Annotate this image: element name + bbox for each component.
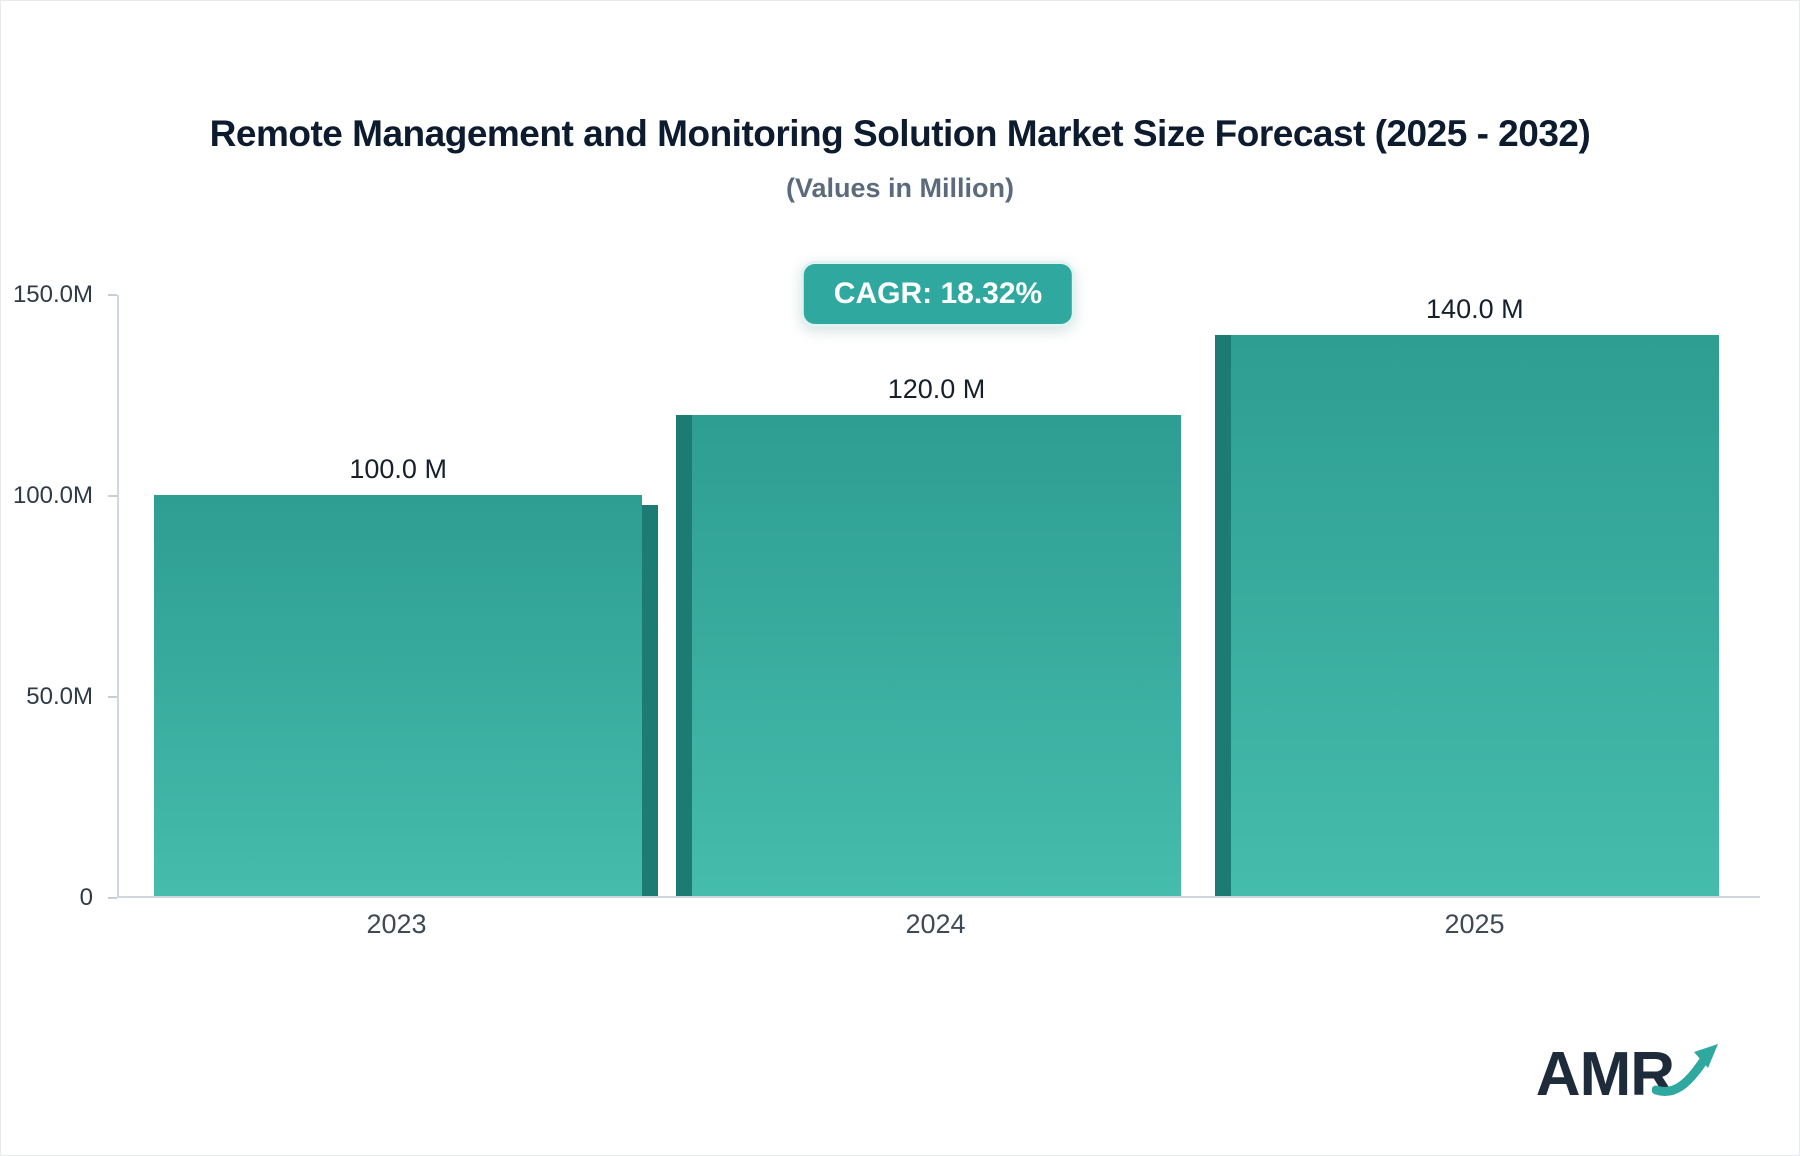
- chart-title: Remote Management and Monitoring Solutio…: [209, 113, 1591, 154]
- amr-logo: AMR: [1536, 1035, 1724, 1113]
- bar-value-label: 140.0 M: [1426, 294, 1524, 325]
- y-tick-label: 0: [79, 884, 93, 911]
- y-tick-mark: [108, 897, 117, 899]
- bar-2024: [676, 415, 1181, 896]
- bar-side-face: [642, 505, 659, 896]
- bar-side-face: [676, 415, 693, 896]
- bar-group: 120.0 M: [676, 295, 1181, 896]
- y-tick-label: 50.0M: [26, 682, 93, 710]
- x-axis-label: 2023: [366, 909, 427, 939]
- bar-value-label: 120.0 M: [887, 374, 986, 405]
- y-tick-label: 150.0M: [12, 281, 93, 308]
- y-axis: 150.0M 100.0M 50.0M 0: [1, 281, 117, 911]
- bar-2023: [154, 495, 659, 896]
- chart-subtitle: (Values in Million): [785, 173, 1015, 203]
- y-tick-mark: [108, 695, 117, 698]
- bar-group: 100.0 M: [154, 295, 659, 896]
- x-axis: 2023 2024 2025: [117, 909, 1760, 940]
- y-tick-mark: [108, 494, 117, 497]
- cagr-badge: CAGR: 18.32%: [800, 261, 1076, 327]
- y-tick-label: 100.0M: [12, 481, 93, 509]
- amr-logo-text: AMR: [1535, 1039, 1675, 1109]
- y-tick-mark: [108, 294, 117, 296]
- bar-group: 140.0 M: [1214, 294, 1719, 896]
- amr-logo-arrow-icon: [1652, 1044, 1718, 1096]
- plot-area: 100.0 M 120.0 M 140.0 M: [117, 294, 1760, 898]
- x-axis-label: 2024: [905, 909, 966, 939]
- bar-2025: [1214, 335, 1719, 896]
- x-axis-label: 2025: [1444, 909, 1505, 939]
- bar-value-label: 100.0 M: [349, 454, 447, 485]
- bar-side-face: [1214, 335, 1231, 896]
